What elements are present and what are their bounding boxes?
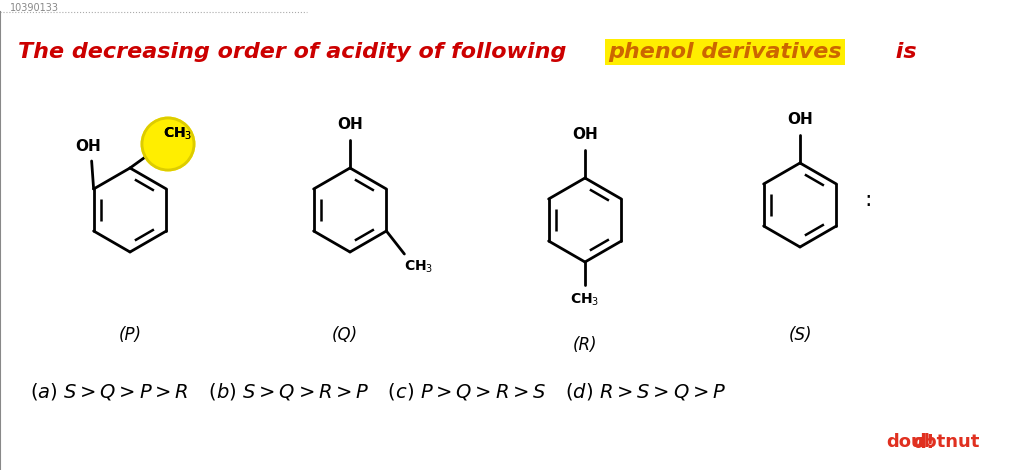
Text: is: is xyxy=(888,42,916,62)
Text: CH$_3$: CH$_3$ xyxy=(163,125,193,142)
Text: doubtnut: doubtnut xyxy=(887,433,980,451)
Text: (P): (P) xyxy=(119,326,141,344)
Text: (S): (S) xyxy=(788,326,812,344)
Text: CH$_3$: CH$_3$ xyxy=(404,259,434,275)
Text: d!: d! xyxy=(912,432,935,452)
Text: The decreasing order of acidity of following: The decreasing order of acidity of follo… xyxy=(18,42,574,62)
Text: OH: OH xyxy=(787,112,813,127)
Text: :: : xyxy=(864,190,871,210)
Text: OH: OH xyxy=(572,127,598,142)
Circle shape xyxy=(142,118,194,170)
Text: $\mathit{(a)\ S>Q>P>R}$   $\mathit{(b)\ S>Q>R>P}$   $\mathit{(c)\ P>Q>R>S}$   $\: $\mathit{(a)\ S>Q>P>R}$ $\mathit{(b)\ S>… xyxy=(30,382,726,402)
Text: 10390133: 10390133 xyxy=(10,3,59,13)
Text: OH: OH xyxy=(337,117,362,132)
Text: CH$_3$: CH$_3$ xyxy=(163,125,193,142)
Text: (R): (R) xyxy=(572,336,597,354)
Text: (Q): (Q) xyxy=(332,326,358,344)
Text: CH$_3$: CH$_3$ xyxy=(570,292,600,308)
Text: phenol derivatives: phenol derivatives xyxy=(608,42,842,62)
Text: OH: OH xyxy=(75,139,100,154)
